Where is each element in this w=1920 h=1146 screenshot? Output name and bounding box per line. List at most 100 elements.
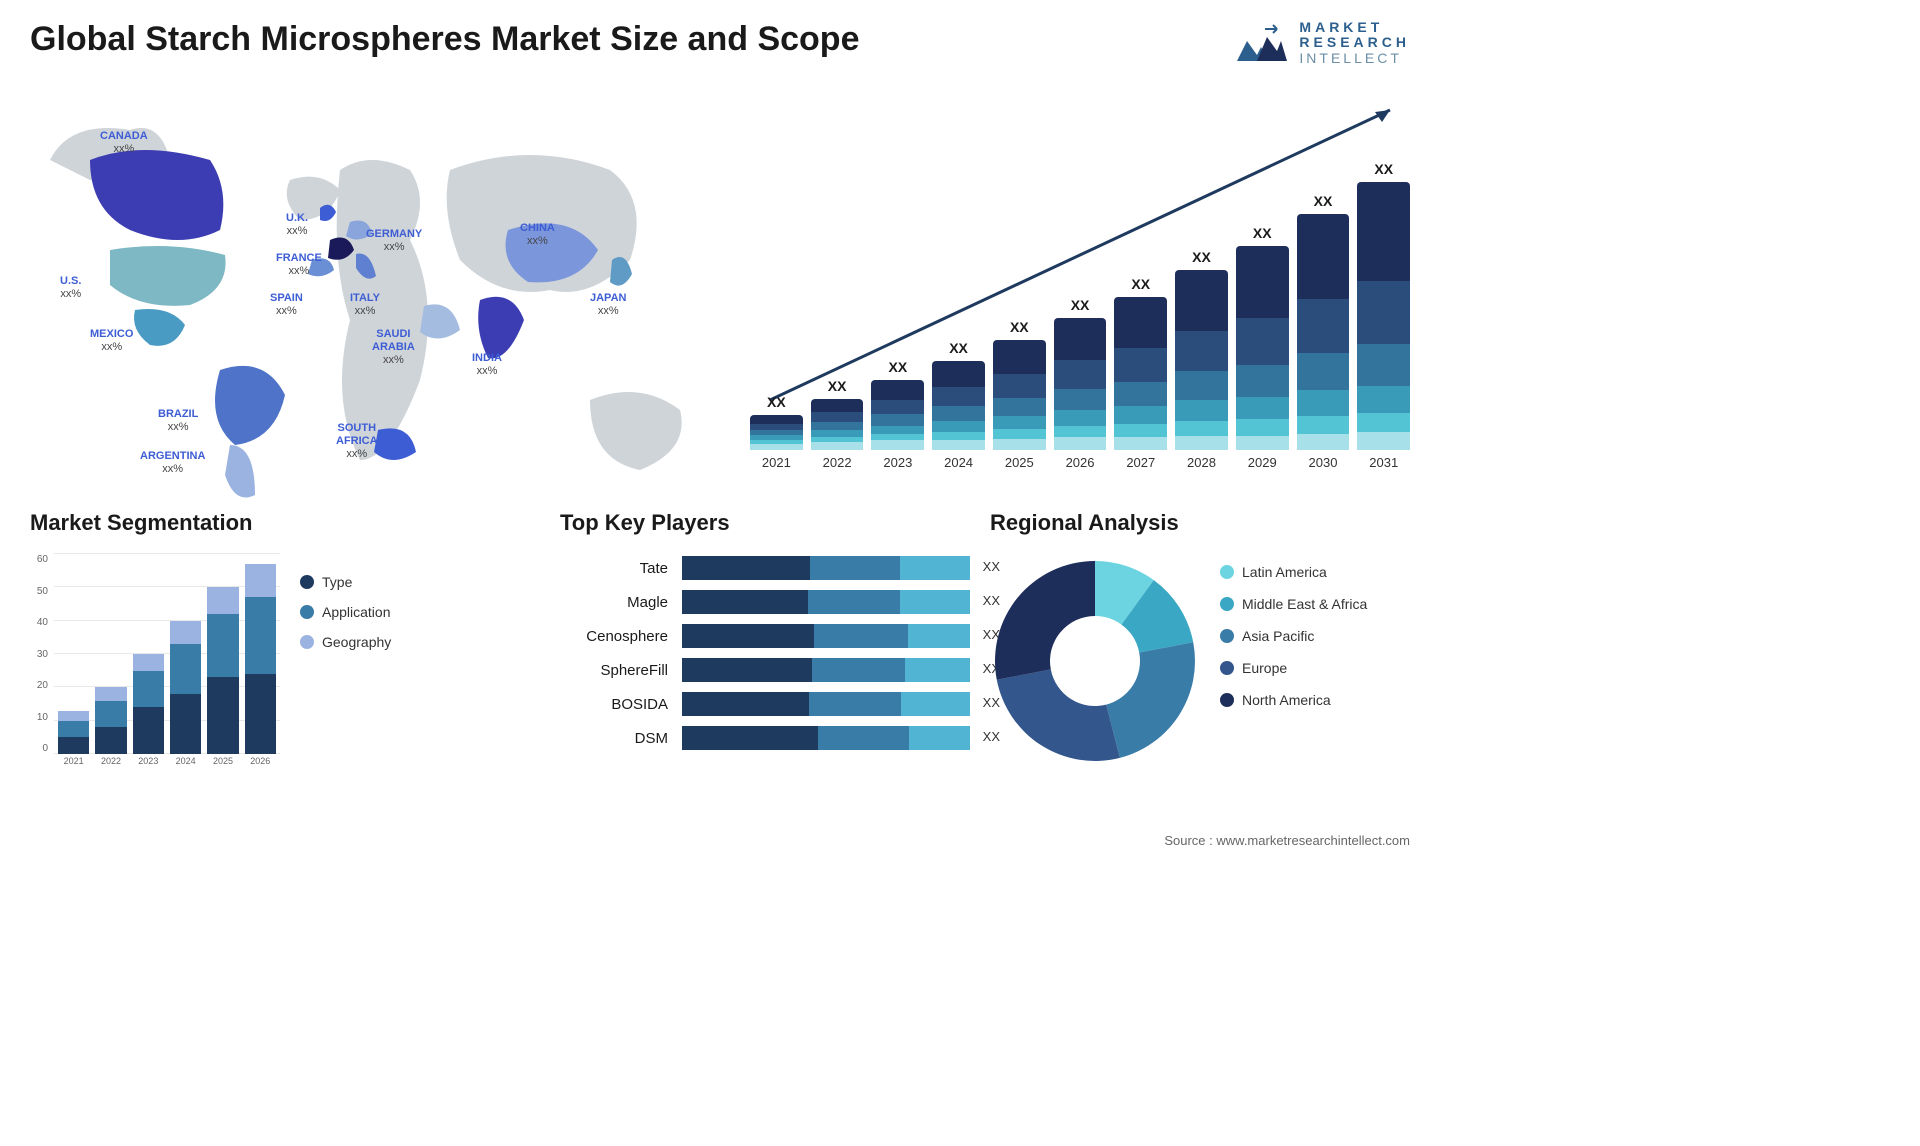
player-row-bosida: BOSIDAXX bbox=[560, 692, 970, 716]
growth-bar-2026: XX bbox=[1054, 321, 1107, 450]
map-label-italy: ITALYxx% bbox=[350, 292, 380, 318]
growth-bar-2031: XX bbox=[1357, 185, 1410, 450]
map-label-china: CHINAxx% bbox=[520, 222, 555, 248]
regional-legend-item: Asia Pacific bbox=[1220, 628, 1367, 644]
segmentation-chart: Market Segmentation 0102030405060 202120… bbox=[30, 510, 410, 800]
seg-ytick: 40 bbox=[30, 617, 52, 628]
growth-bar-label: XX bbox=[1175, 249, 1228, 265]
growth-xaxis-label: 2024 bbox=[932, 455, 985, 480]
seg-legend-item: Type bbox=[300, 574, 391, 590]
growth-bar-2022: XX bbox=[811, 402, 864, 450]
map-label-india: INDIAxx% bbox=[472, 352, 502, 378]
growth-bar-2023: XX bbox=[871, 383, 924, 450]
player-name: DSM bbox=[560, 730, 668, 747]
world-map: CANADAxx% U.S.xx% MEXICOxx% BRAZILxx% ARGENT… bbox=[30, 100, 710, 500]
seg-ytick: 50 bbox=[30, 586, 52, 597]
segmentation-title: Market Segmentation bbox=[30, 510, 410, 536]
player-name: BOSIDA bbox=[560, 696, 668, 713]
regional-title: Regional Analysis bbox=[990, 510, 1410, 536]
player-name: SphereFill bbox=[560, 662, 668, 679]
growth-bar-label: XX bbox=[1297, 193, 1350, 209]
map-label-argentina: ARGENTINAxx% bbox=[140, 450, 205, 476]
player-row-tate: TateXX bbox=[560, 556, 970, 580]
growth-xaxis-label: 2023 bbox=[871, 455, 924, 480]
growth-bar-2021: XX bbox=[750, 418, 803, 450]
player-name: Magle bbox=[560, 594, 668, 611]
map-label-france: FRANCExx% bbox=[276, 252, 322, 278]
seg-legend-item: Geography bbox=[300, 634, 391, 650]
regional-legend-item: North America bbox=[1220, 692, 1367, 708]
brand-logo: MARKET RESEARCH INTELLECT bbox=[1235, 20, 1410, 66]
growth-xaxis-label: 2030 bbox=[1297, 455, 1350, 480]
growth-bar-label: XX bbox=[1114, 276, 1167, 292]
map-label-saudi-arabia: SAUDIARABIAxx% bbox=[372, 328, 415, 368]
regional-legend-item: Latin America bbox=[1220, 564, 1367, 580]
growth-bar-2025: XX bbox=[993, 343, 1046, 450]
growth-bar-label: XX bbox=[932, 340, 985, 356]
key-players-title: Top Key Players bbox=[560, 510, 970, 536]
growth-xaxis-label: 2021 bbox=[750, 455, 803, 480]
growth-xaxis-label: 2022 bbox=[811, 455, 864, 480]
growth-bar-label: XX bbox=[1236, 225, 1289, 241]
seg-xaxis-label: 2024 bbox=[170, 756, 201, 774]
growth-bar-label: XX bbox=[871, 359, 924, 375]
seg-ytick: 60 bbox=[30, 554, 52, 565]
seg-xaxis-label: 2025 bbox=[207, 756, 238, 774]
growth-bar-2029: XX bbox=[1236, 249, 1289, 450]
source-attribution: Source : www.marketresearchintellect.com bbox=[1164, 833, 1410, 848]
seg-ytick: 30 bbox=[30, 649, 52, 660]
growth-bar-label: XX bbox=[1357, 161, 1410, 177]
growth-xaxis-label: 2027 bbox=[1114, 455, 1167, 480]
map-label-u-s-: U.S.xx% bbox=[60, 275, 81, 301]
map-label-south-africa: SOUTHAFRICAxx% bbox=[336, 422, 378, 462]
growth-xaxis-label: 2031 bbox=[1357, 455, 1410, 480]
growth-bar-2028: XX bbox=[1175, 273, 1228, 450]
seg-xaxis-label: 2026 bbox=[245, 756, 276, 774]
growth-bar-2030: XX bbox=[1297, 217, 1350, 450]
player-name: Tate bbox=[560, 560, 668, 577]
seg-bar-2022 bbox=[95, 687, 126, 754]
key-players-chart: Top Key Players TateXX MagleXX CenosphereX… bbox=[560, 510, 970, 800]
seg-legend-item: Application bbox=[300, 604, 391, 620]
player-row-spherefill: SphereFillXX bbox=[560, 658, 970, 682]
player-row-cenosphere: CenosphereXX bbox=[560, 624, 970, 648]
player-row-magle: MagleXX bbox=[560, 590, 970, 614]
growth-xaxis-label: 2029 bbox=[1236, 455, 1289, 480]
map-label-canada: CANADAxx% bbox=[100, 130, 148, 156]
seg-bar-2023 bbox=[133, 654, 164, 754]
map-label-brazil: BRAZILxx% bbox=[158, 408, 198, 434]
growth-chart: XXXXXXXXXXXXXXXXXXXXXX 20212022202320242… bbox=[750, 100, 1410, 480]
seg-bar-2026 bbox=[245, 564, 276, 754]
logo-line-2: RESEARCH bbox=[1299, 35, 1410, 50]
map-label-spain: SPAINxx% bbox=[270, 292, 303, 318]
growth-bar-label: XX bbox=[993, 319, 1046, 335]
seg-ytick: 0 bbox=[30, 743, 52, 754]
seg-bar-2021 bbox=[58, 711, 89, 754]
seg-bar-2024 bbox=[170, 621, 201, 754]
seg-xaxis-label: 2022 bbox=[95, 756, 126, 774]
logo-line-3: INTELLECT bbox=[1299, 51, 1410, 66]
regional-legend-item: Europe bbox=[1220, 660, 1367, 676]
growth-xaxis-label: 2026 bbox=[1054, 455, 1107, 480]
seg-xaxis-label: 2021 bbox=[58, 756, 89, 774]
growth-xaxis-label: 2025 bbox=[993, 455, 1046, 480]
map-label-mexico: MEXICOxx% bbox=[90, 328, 133, 354]
growth-bar-label: XX bbox=[750, 394, 803, 410]
map-label-u-k-: U.K.xx% bbox=[286, 212, 308, 238]
growth-bar-label: XX bbox=[811, 378, 864, 394]
growth-bar-label: XX bbox=[1054, 297, 1107, 313]
regional-legend-item: Middle East & Africa bbox=[1220, 596, 1367, 612]
player-name: Cenosphere bbox=[560, 628, 668, 645]
seg-ytick: 10 bbox=[30, 712, 52, 723]
player-row-dsm: DSMXX bbox=[560, 726, 970, 750]
growth-bar-2027: XX bbox=[1114, 300, 1167, 450]
seg-bar-2025 bbox=[207, 587, 238, 754]
page-title: Global Starch Microspheres Market Size a… bbox=[30, 20, 859, 59]
map-label-germany: GERMANYxx% bbox=[366, 228, 422, 254]
seg-xaxis-label: 2023 bbox=[133, 756, 164, 774]
map-label-japan: JAPANxx% bbox=[590, 292, 626, 318]
logo-icon bbox=[1235, 21, 1289, 65]
growth-bar-2024: XX bbox=[932, 364, 985, 450]
growth-xaxis-label: 2028 bbox=[1175, 455, 1228, 480]
regional-chart: Regional Analysis Latin America Middle Ea… bbox=[990, 510, 1410, 800]
